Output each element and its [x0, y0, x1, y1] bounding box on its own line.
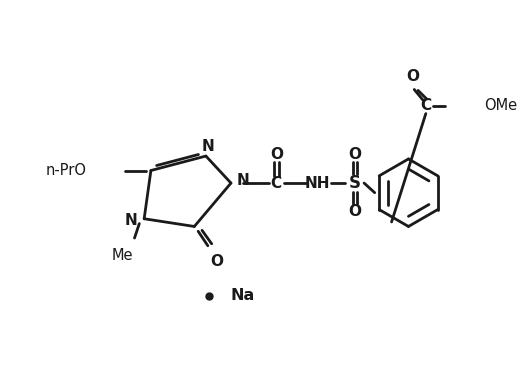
Text: O: O [270, 146, 283, 162]
Text: OMe: OMe [483, 99, 517, 113]
Text: Me: Me [111, 248, 133, 263]
Text: S: S [349, 174, 361, 192]
Text: C: C [420, 99, 431, 113]
Text: NH: NH [305, 176, 330, 190]
Text: O: O [210, 254, 223, 269]
Text: N: N [202, 139, 214, 154]
Text: N: N [125, 213, 137, 228]
Text: O: O [348, 146, 361, 162]
Text: Na: Na [230, 289, 254, 303]
Text: N: N [236, 173, 249, 188]
Text: O: O [348, 204, 361, 220]
Text: O: O [406, 69, 419, 85]
Text: n-PrO: n-PrO [45, 163, 86, 178]
Text: C: C [271, 176, 282, 190]
